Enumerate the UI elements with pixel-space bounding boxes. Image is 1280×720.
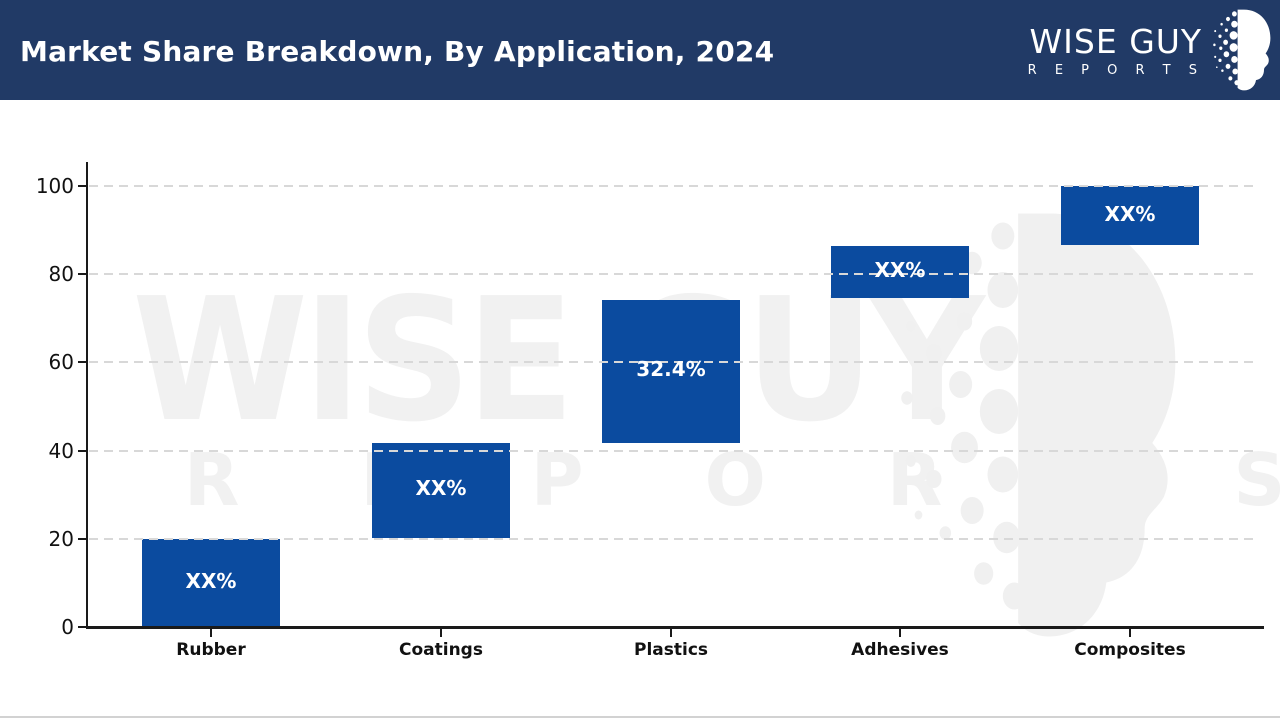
bar-value-label: XX%	[185, 568, 237, 593]
y-tick-label: 0	[61, 615, 74, 639]
bar-plastics	[602, 299, 740, 443]
watermark-face-icon	[901, 213, 1176, 637]
logo-wordmark: WISE GUY	[1029, 22, 1203, 61]
bar-value-label: XX%	[1104, 201, 1156, 226]
x-axis-spine	[86, 626, 1264, 629]
x-axis-tick	[1129, 629, 1131, 637]
y-tick-label: 40	[48, 438, 74, 463]
x-axis-tick	[899, 629, 901, 637]
gridline	[89, 361, 1255, 364]
bar-value-label: 32.4%	[636, 357, 706, 382]
page-title: Market Share Breakdown, By Application, …	[20, 35, 775, 68]
gridline	[89, 273, 1255, 276]
y-tick-label: 100	[35, 174, 74, 198]
x-axis-label-coatings: Coatings	[399, 640, 483, 660]
logo-subtitle: R E P O R T S	[1027, 63, 1204, 78]
y-axis-spine	[86, 162, 88, 628]
y-axis-tick	[78, 626, 86, 628]
wiseguy-logo-text: WISE GUY R E P O R T S	[1028, 22, 1204, 78]
x-axis-tick	[440, 629, 442, 637]
wiseguy-face-icon	[1213, 9, 1271, 91]
bar-coatings	[372, 442, 510, 538]
y-tick-label: 20	[48, 526, 74, 551]
header-bar: Market Share Breakdown, By Application, …	[0, 0, 1280, 100]
y-tick-label: 60	[48, 350, 74, 375]
y-axis-tick	[78, 273, 86, 276]
y-axis-tick	[78, 361, 86, 364]
bar-composites	[1061, 186, 1199, 246]
x-axis-tick	[210, 629, 212, 637]
y-axis-tick	[78, 449, 86, 452]
x-axis-tick	[670, 629, 672, 637]
x-axis-label-composites: Composites	[1074, 640, 1186, 660]
y-axis-tick	[78, 185, 86, 187]
bar-value-label: XX%	[415, 476, 467, 501]
bar-adhesives	[831, 246, 969, 299]
x-axis-label-adhesives: Adhesives	[851, 640, 949, 660]
y-tick-label: 80	[48, 262, 74, 287]
bar-rubber	[142, 538, 280, 627]
y-axis-tick	[78, 537, 86, 540]
gridline	[89, 449, 1255, 452]
gridline	[89, 537, 1255, 540]
bar-value-label: XX%	[874, 258, 926, 283]
x-axis-label-rubber: Rubber	[176, 640, 246, 660]
bottom-divider	[0, 716, 1280, 718]
x-axis-label-plastics: Plastics	[633, 640, 709, 660]
gridline	[89, 185, 1255, 187]
wiseguy-logo: WISE GUY R E P O R T S	[1028, 6, 1272, 94]
